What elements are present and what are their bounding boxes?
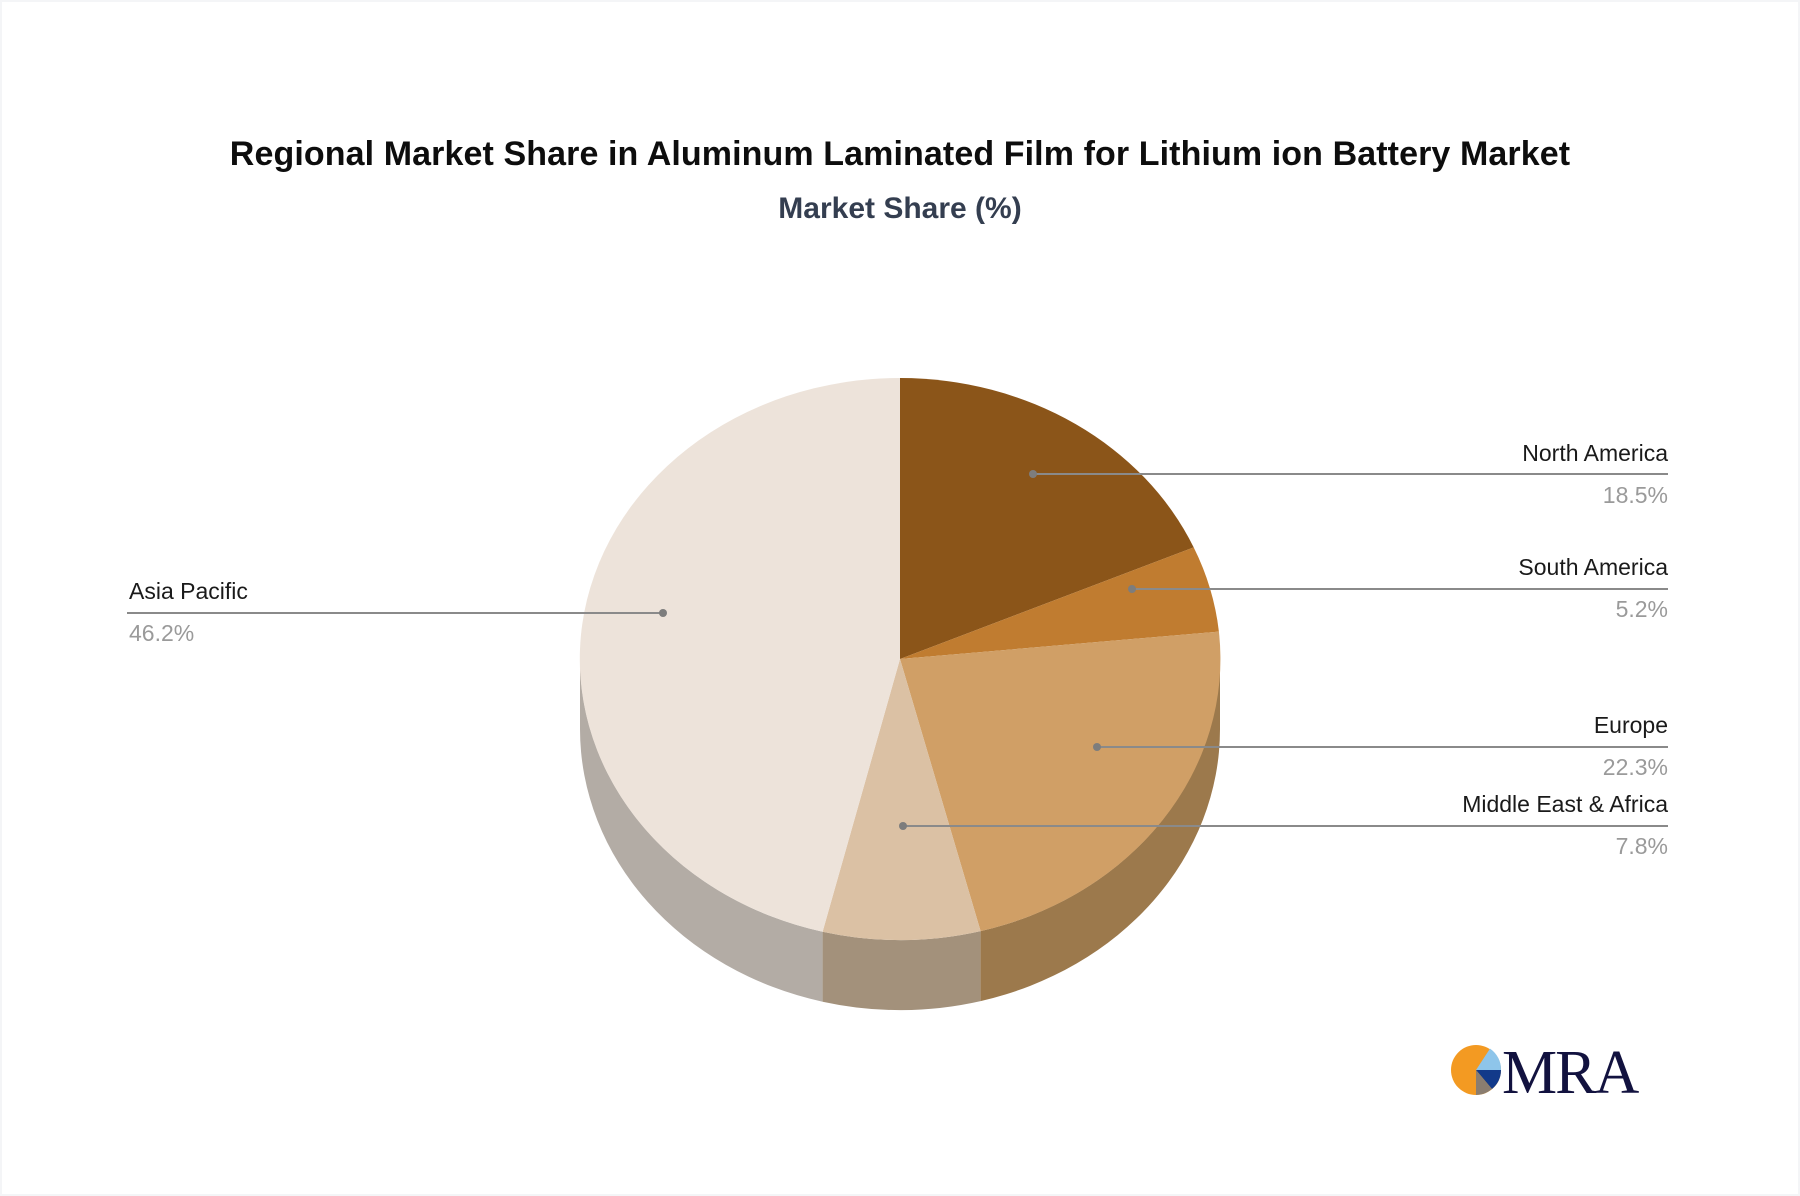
pie-top [579, 377, 1221, 941]
pie-sides [579, 659, 1220, 1011]
pie-logo-icon [1451, 1045, 1502, 1095]
value-north-america: 18.5% [1602, 482, 1668, 508]
slice-middle-east-africa[interactable] [822, 659, 981, 941]
leader-lines [127, 470, 1668, 830]
label-middle-east-africa: Middle East & Africa [1462, 791, 1668, 817]
value-south-america: 5.2% [1615, 596, 1668, 622]
value-europe: 22.3% [1602, 754, 1668, 780]
slice-south-america[interactable] [900, 547, 1219, 659]
chart-title: Regional Market Share in Aluminum Lamina… [229, 135, 1571, 173]
leader-dot-asia-pacific [659, 609, 667, 617]
value-asia-pacific: 46.2% [129, 620, 195, 646]
leader-dot-europe [1093, 743, 1101, 751]
slice-side-europe [980, 659, 1220, 1002]
leader-dot-south-america [1128, 585, 1136, 593]
leader-dot-north-america [1029, 470, 1037, 478]
label-europe: Europe [1593, 712, 1668, 738]
slice-north-america[interactable] [900, 378, 1194, 659]
leader-dot-middle-east-africa [899, 822, 907, 830]
slice-europe[interactable] [900, 631, 1221, 932]
label-south-america: South America [1518, 554, 1668, 580]
slice-asia-pacific[interactable] [579, 377, 900, 932]
label-north-america: North America [1522, 440, 1668, 466]
logo-text: MRA [1502, 1039, 1639, 1107]
value-middle-east-africa: 7.8% [1615, 833, 1668, 859]
slice-side-asia-pacific [579, 659, 823, 1002]
chart-subtitle: Market Share (%) [778, 192, 1022, 225]
slice-side-middle-east-africa [822, 931, 981, 1011]
label-asia-pacific: Asia Pacific [129, 578, 248, 604]
mra-logo: MRA [1450, 1039, 1650, 1107]
